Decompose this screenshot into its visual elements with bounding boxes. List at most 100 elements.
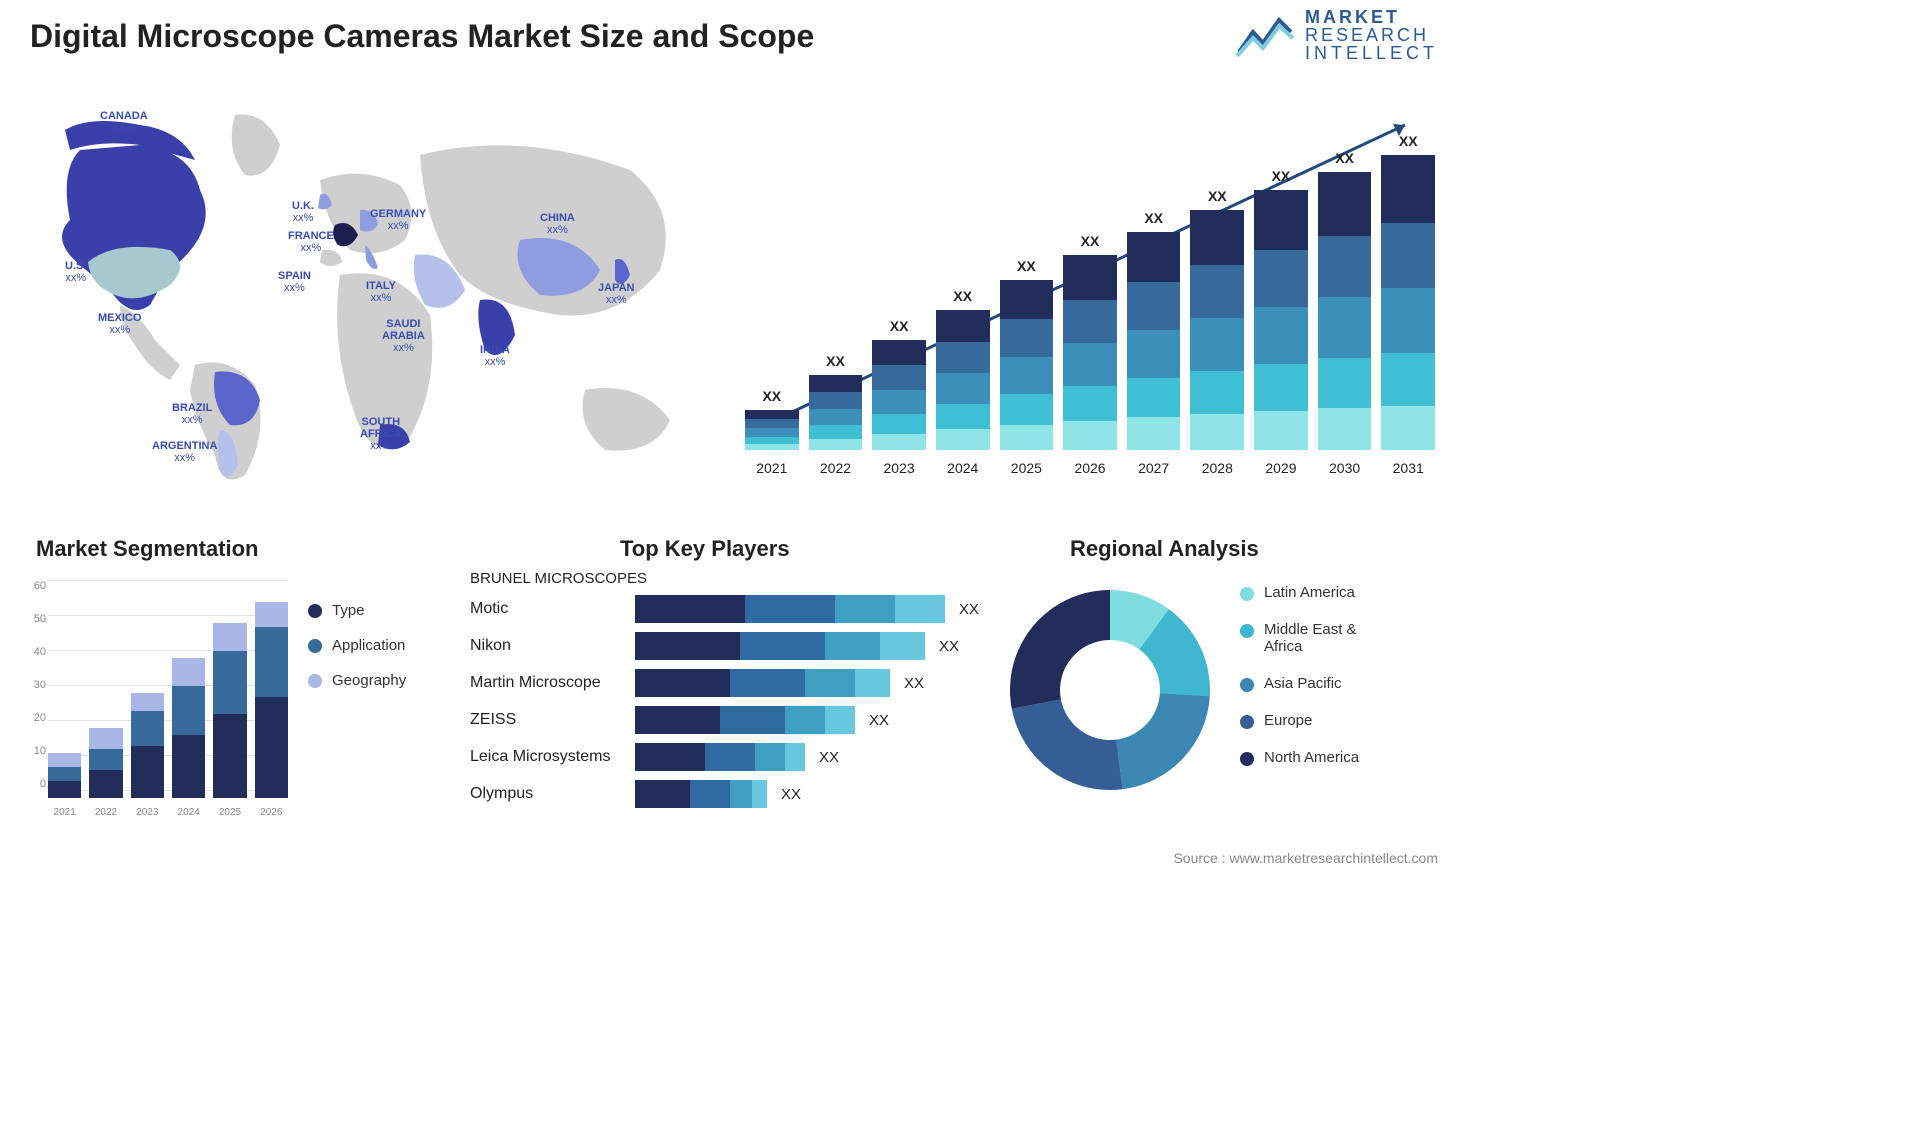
- kp-bar: [635, 780, 767, 808]
- growth-bar-value: XX: [872, 318, 926, 334]
- growth-chart: XXXXXXXXXXXXXXXXXXXXXX 20212022202320242…: [745, 100, 1435, 480]
- map-country-label: ITALYxx%: [366, 280, 396, 304]
- map-country-label: SPAINxx%: [278, 270, 311, 294]
- kp-bar: [635, 595, 945, 623]
- seg-legend-label: Geography: [332, 672, 406, 689]
- growth-bar: XX: [872, 340, 926, 450]
- growth-bar-value: XX: [1063, 233, 1117, 249]
- logo-text-2: RESEARCH: [1305, 26, 1438, 44]
- growth-bar-value: XX: [1318, 150, 1372, 166]
- growth-bar-value: XX: [936, 288, 990, 304]
- seg-bar: [213, 623, 246, 798]
- kp-value: XX: [819, 749, 839, 766]
- kp-value: XX: [869, 712, 889, 729]
- seg-ytick: 20: [18, 712, 46, 724]
- logo-text-3: INTELLECT: [1305, 44, 1438, 62]
- growth-bar: XX: [1063, 255, 1117, 450]
- map-country-label: INDIAxx%: [480, 344, 510, 368]
- seg-year-label: 2021: [48, 807, 81, 818]
- growth-bar: XX: [1381, 155, 1435, 450]
- map-country-label: FRANCExx%: [288, 230, 334, 254]
- regional-section: Regional Analysis Latin AmericaMiddle Ea…: [990, 540, 1450, 840]
- map-country-label: SOUTHAFRICAxx%: [360, 416, 402, 452]
- map-country-label: CHINAxx%: [540, 212, 575, 236]
- world-map: CANADAxx%U.S.xx%MEXICOxx%BRAZILxx%ARGENT…: [20, 90, 700, 490]
- growth-bar: XX: [1000, 280, 1054, 450]
- kp-bar: [635, 632, 925, 660]
- ra-legend-item: Asia Pacific: [1240, 675, 1359, 692]
- growth-year-label: 2022: [809, 460, 863, 476]
- map-country-label: ARGENTINAxx%: [152, 440, 217, 464]
- growth-year-label: 2023: [872, 460, 926, 476]
- seg-bar: [89, 728, 122, 798]
- seg-bar: [255, 602, 288, 798]
- ra-legend-item: Middle East &Africa: [1240, 621, 1359, 655]
- seg-ytick: 40: [18, 646, 46, 658]
- growth-bar-value: XX: [1000, 258, 1054, 274]
- kp-row: Leica MicrosystemsXX: [470, 742, 980, 772]
- growth-year-label: 2024: [936, 460, 990, 476]
- regional-title: Regional Analysis: [1070, 536, 1259, 562]
- growth-bar-value: XX: [1127, 210, 1181, 226]
- ra-legend-label: Latin America: [1264, 584, 1355, 601]
- kp-value: XX: [959, 601, 979, 618]
- segmentation-section: Market Segmentation 6050403020100 202120…: [18, 540, 448, 840]
- seg-legend-label: Type: [332, 602, 365, 619]
- map-country-label: BRAZILxx%: [172, 402, 212, 426]
- ra-legend-label: Middle East &Africa: [1264, 621, 1357, 655]
- logo-text-1: MARKET: [1305, 8, 1438, 26]
- kp-bar: [635, 706, 855, 734]
- kp-value: XX: [781, 786, 801, 803]
- seg-ytick: 60: [18, 580, 46, 592]
- kp-player-name: Nikon: [470, 637, 635, 655]
- kp-row: Martin Microscope XX: [470, 668, 980, 698]
- seg-bar: [172, 658, 205, 798]
- growth-year-label: 2021: [745, 460, 799, 476]
- growth-bar: XX: [1254, 190, 1308, 450]
- growth-year-label: 2025: [1000, 460, 1054, 476]
- map-country-label: JAPANxx%: [598, 282, 634, 306]
- map-country-label: U.S.xx%: [65, 260, 86, 284]
- kp-player-name: Olympus: [470, 785, 635, 803]
- growth-bar: XX: [936, 310, 990, 450]
- growth-bar-value: XX: [1190, 188, 1244, 204]
- map-country-label: GERMANYxx%: [370, 208, 426, 232]
- key-players-subtitle: BRUNEL MICROSCOPES: [470, 570, 647, 587]
- kp-bar: [635, 669, 890, 697]
- seg-year-label: 2025: [213, 807, 246, 818]
- growth-year-label: 2027: [1127, 460, 1181, 476]
- source-attribution: Source : www.marketresearchintellect.com: [1173, 850, 1438, 866]
- kp-player-name: Martin Microscope: [470, 674, 635, 692]
- kp-row: Olympus XX: [470, 779, 980, 809]
- growth-year-label: 2030: [1318, 460, 1372, 476]
- ra-legend-label: Asia Pacific: [1264, 675, 1342, 692]
- map-country-label: CANADAxx%: [100, 110, 148, 134]
- growth-bar-value: XX: [1254, 168, 1308, 184]
- ra-legend-item: Europe: [1240, 712, 1359, 729]
- growth-bar: XX: [1190, 210, 1244, 450]
- ra-legend-item: North America: [1240, 749, 1359, 766]
- seg-bar: [48, 753, 81, 799]
- regional-legend: Latin America Middle East &Africa Asia Pac…: [1240, 584, 1359, 766]
- kp-value: XX: [904, 675, 924, 692]
- growth-bar-value: XX: [1381, 133, 1435, 149]
- seg-legend-label: Application: [332, 637, 405, 654]
- ra-legend-label: North America: [1264, 749, 1359, 766]
- growth-year-label: 2028: [1190, 460, 1244, 476]
- growth-year-label: 2031: [1381, 460, 1435, 476]
- seg-year-label: 2024: [172, 807, 205, 818]
- kp-row: ZEISS XX: [470, 705, 980, 735]
- map-country-label: U.K.xx%: [292, 200, 314, 224]
- segmentation-chart: 202120222023202420252026: [48, 580, 288, 820]
- key-players-title: Top Key Players: [620, 536, 790, 562]
- map-country-label: SAUDIARABIAxx%: [382, 318, 425, 354]
- seg-ytick: 30: [18, 679, 46, 691]
- kp-player-name: Motic: [470, 600, 635, 618]
- seg-year-label: 2026: [255, 807, 288, 818]
- kp-player-name: ZEISS: [470, 711, 635, 729]
- seg-year-label: 2023: [131, 807, 164, 818]
- growth-bar: XX: [809, 375, 863, 450]
- growth-bar: XX: [1318, 172, 1372, 450]
- seg-bar: [131, 693, 164, 798]
- growth-bar-value: XX: [745, 388, 799, 404]
